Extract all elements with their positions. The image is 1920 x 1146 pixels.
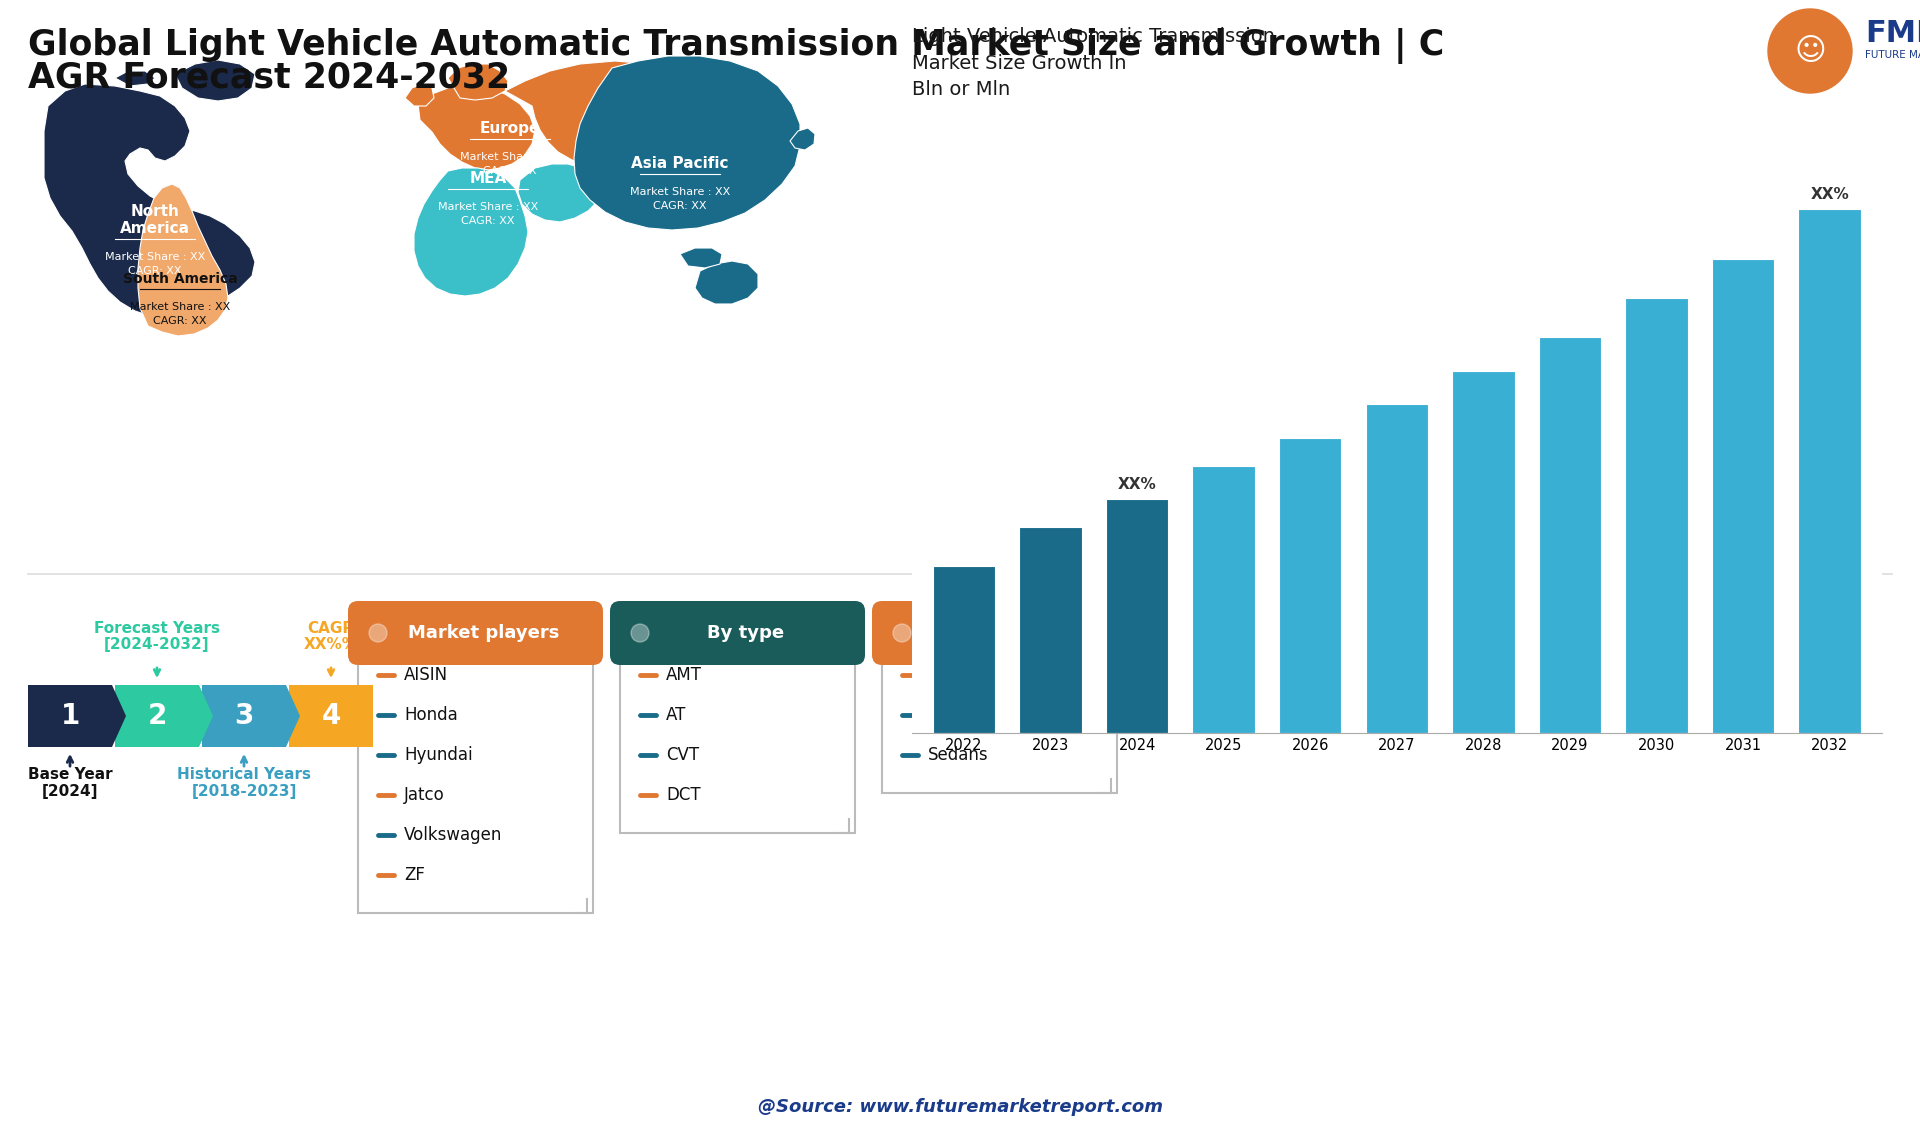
Text: North
America: North America xyxy=(119,204,190,236)
Text: CAGR: XX: CAGR: XX xyxy=(461,215,515,226)
Text: Market Share : XX: Market Share : XX xyxy=(438,202,538,212)
Text: Honda: Honda xyxy=(403,706,457,724)
FancyBboxPatch shape xyxy=(611,601,866,665)
FancyBboxPatch shape xyxy=(357,656,593,913)
Circle shape xyxy=(369,625,388,642)
Text: @Source: www.futuremarketreport.com: @Source: www.futuremarketreport.com xyxy=(758,1098,1162,1116)
Text: Hyundai: Hyundai xyxy=(403,746,472,764)
Polygon shape xyxy=(286,685,300,747)
Text: Sedans: Sedans xyxy=(927,746,989,764)
Circle shape xyxy=(1768,9,1853,93)
Text: Others: Others xyxy=(927,666,983,684)
Text: Global Light Vehicle Automatic Transmission Market Size and Growth | C: Global Light Vehicle Automatic Transmiss… xyxy=(29,28,1444,64)
Text: AT: AT xyxy=(666,706,685,724)
Text: AGR Forecast 2024-2032: AGR Forecast 2024-2032 xyxy=(29,61,511,95)
Polygon shape xyxy=(115,71,156,86)
Text: Market Share : XX: Market Share : XX xyxy=(461,152,561,162)
Text: Asia Pacific: Asia Pacific xyxy=(632,156,730,171)
Polygon shape xyxy=(44,84,255,317)
Text: AMT: AMT xyxy=(666,666,703,684)
Bar xyxy=(1799,209,1860,733)
Text: XX%%: XX%% xyxy=(303,637,357,652)
FancyBboxPatch shape xyxy=(290,685,372,747)
Polygon shape xyxy=(111,685,127,747)
Text: CAGR: XX: CAGR: XX xyxy=(484,166,538,176)
Text: Market Share : XX: Market Share : XX xyxy=(630,187,730,197)
Text: 3: 3 xyxy=(234,702,253,730)
Text: ZF: ZF xyxy=(403,866,424,884)
Bar xyxy=(1626,298,1688,733)
Text: Europe: Europe xyxy=(480,121,540,136)
Text: 4: 4 xyxy=(321,702,340,730)
Polygon shape xyxy=(447,64,509,100)
Text: CVT: CVT xyxy=(666,746,699,764)
Bar xyxy=(1452,371,1515,733)
Text: 2: 2 xyxy=(148,702,167,730)
FancyBboxPatch shape xyxy=(620,656,854,833)
Text: Volkswagen: Volkswagen xyxy=(403,826,503,843)
Text: Light Vehicle Automatic Transmission
Market Size Growth In
Bln or Mln: Light Vehicle Automatic Transmission Mar… xyxy=(912,28,1275,100)
Circle shape xyxy=(893,625,910,642)
FancyBboxPatch shape xyxy=(115,685,200,747)
Polygon shape xyxy=(574,56,801,230)
Polygon shape xyxy=(175,60,255,101)
Text: XX%: XX% xyxy=(1811,187,1849,202)
Text: FMR: FMR xyxy=(1864,18,1920,47)
Text: South America: South America xyxy=(123,272,238,286)
Text: Forecast Years: Forecast Years xyxy=(94,621,221,636)
Text: Historical Years: Historical Years xyxy=(177,767,311,782)
Polygon shape xyxy=(518,164,603,222)
Text: 1: 1 xyxy=(60,702,79,730)
Text: MEA: MEA xyxy=(468,171,507,186)
Text: Market players: Market players xyxy=(407,625,559,642)
Polygon shape xyxy=(415,168,528,296)
FancyBboxPatch shape xyxy=(29,685,111,747)
Polygon shape xyxy=(789,128,814,150)
Text: ☺: ☺ xyxy=(1793,37,1826,65)
Text: [2024]: [2024] xyxy=(42,784,98,799)
Polygon shape xyxy=(695,261,758,304)
Text: FUTURE MARKET REPORT: FUTURE MARKET REPORT xyxy=(1864,50,1920,60)
Polygon shape xyxy=(680,248,722,268)
Text: Market Share : XX: Market Share : XX xyxy=(131,303,230,312)
FancyBboxPatch shape xyxy=(202,685,286,747)
Polygon shape xyxy=(419,86,536,170)
Polygon shape xyxy=(405,84,434,105)
Text: CAGR: XX: CAGR: XX xyxy=(653,201,707,211)
Text: DCT: DCT xyxy=(666,786,701,804)
FancyBboxPatch shape xyxy=(881,656,1117,793)
FancyBboxPatch shape xyxy=(872,601,1127,665)
Text: [2018-2023]: [2018-2023] xyxy=(192,784,298,799)
Text: SUVs: SUVs xyxy=(927,706,972,724)
Bar xyxy=(1365,405,1428,733)
Bar xyxy=(1192,465,1256,733)
Polygon shape xyxy=(505,61,760,171)
Bar xyxy=(1020,527,1081,733)
Text: CAGR: XX: CAGR: XX xyxy=(129,266,182,276)
Polygon shape xyxy=(138,185,228,336)
Bar xyxy=(1713,259,1774,733)
Circle shape xyxy=(632,625,649,642)
Text: [2024-2032]: [2024-2032] xyxy=(104,637,209,652)
Text: Jatco: Jatco xyxy=(403,786,445,804)
Text: Market Share : XX: Market Share : XX xyxy=(106,252,205,262)
Text: By application: By application xyxy=(935,625,1079,642)
Text: XX%: XX% xyxy=(1117,477,1156,492)
Text: AISIN: AISIN xyxy=(403,666,447,684)
Bar xyxy=(1538,337,1601,733)
Text: CAGR: XX: CAGR: XX xyxy=(154,316,207,325)
Text: By type: By type xyxy=(707,625,783,642)
FancyBboxPatch shape xyxy=(348,601,603,665)
Bar xyxy=(1106,500,1167,733)
Bar xyxy=(1279,438,1342,733)
Polygon shape xyxy=(200,685,213,747)
Text: Base Year: Base Year xyxy=(27,767,111,782)
Bar xyxy=(933,566,995,733)
Text: CAGR: CAGR xyxy=(307,621,355,636)
